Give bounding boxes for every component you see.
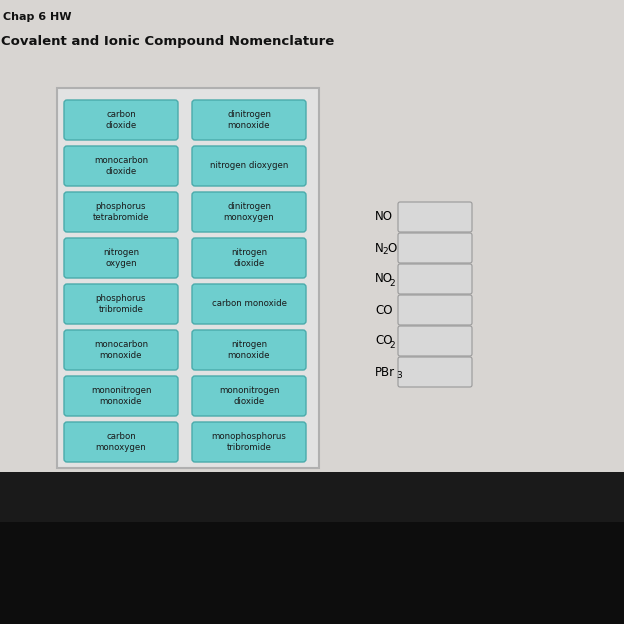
FancyBboxPatch shape — [192, 330, 306, 370]
Text: carbon
dioxide: carbon dioxide — [105, 110, 137, 130]
Text: Covalent and Ionic Compound Nomenclature: Covalent and Ionic Compound Nomenclature — [1, 35, 334, 48]
Text: carbon monoxide: carbon monoxide — [212, 300, 286, 308]
FancyBboxPatch shape — [64, 284, 178, 324]
Text: O: O — [388, 241, 396, 255]
Text: Chap 6 HW: Chap 6 HW — [3, 12, 72, 22]
FancyBboxPatch shape — [398, 202, 472, 232]
Text: 2: 2 — [382, 248, 388, 256]
FancyBboxPatch shape — [398, 357, 472, 387]
FancyBboxPatch shape — [0, 472, 624, 522]
FancyBboxPatch shape — [398, 326, 472, 356]
Text: CO: CO — [375, 334, 392, 348]
FancyBboxPatch shape — [64, 100, 178, 140]
Text: nitrogen
dioxide: nitrogen dioxide — [231, 248, 267, 268]
Text: monocarbon
monoxide: monocarbon monoxide — [94, 340, 148, 359]
Text: nitrogen
monoxide: nitrogen monoxide — [228, 340, 270, 359]
FancyBboxPatch shape — [192, 100, 306, 140]
FancyBboxPatch shape — [57, 88, 319, 468]
FancyBboxPatch shape — [192, 146, 306, 186]
FancyBboxPatch shape — [64, 238, 178, 278]
FancyBboxPatch shape — [64, 376, 178, 416]
Text: mononitrogen
dioxide: mononitrogen dioxide — [219, 386, 280, 406]
FancyBboxPatch shape — [398, 264, 472, 294]
Text: 2: 2 — [389, 341, 395, 349]
Text: phosphorus
tetrabromide: phosphorus tetrabromide — [93, 202, 149, 222]
Text: nitrogen dioxygen: nitrogen dioxygen — [210, 162, 288, 170]
FancyBboxPatch shape — [192, 238, 306, 278]
FancyBboxPatch shape — [64, 192, 178, 232]
FancyBboxPatch shape — [398, 295, 472, 325]
Text: 2: 2 — [389, 278, 395, 288]
FancyBboxPatch shape — [192, 376, 306, 416]
Text: NO: NO — [375, 273, 393, 286]
Text: CO: CO — [375, 303, 392, 316]
FancyBboxPatch shape — [0, 522, 624, 624]
Text: carbon
monoxygen: carbon monoxygen — [95, 432, 147, 452]
FancyBboxPatch shape — [64, 422, 178, 462]
Text: NO: NO — [375, 210, 393, 223]
Text: N: N — [375, 241, 384, 255]
FancyBboxPatch shape — [192, 284, 306, 324]
Text: dinitrogen
monoxygen: dinitrogen monoxygen — [223, 202, 275, 222]
Text: dinitrogen
monoxide: dinitrogen monoxide — [227, 110, 271, 130]
Text: nitrogen
oxygen: nitrogen oxygen — [103, 248, 139, 268]
Text: monocarbon
dioxide: monocarbon dioxide — [94, 156, 148, 176]
Text: phosphorus
tribromide: phosphorus tribromide — [95, 295, 146, 314]
Text: monophosphorus
tribromide: monophosphorus tribromide — [212, 432, 286, 452]
Text: 3: 3 — [397, 371, 402, 381]
FancyBboxPatch shape — [64, 146, 178, 186]
Text: mononitrogen
monoxide: mononitrogen monoxide — [90, 386, 151, 406]
Text: PBr: PBr — [375, 366, 395, 379]
FancyBboxPatch shape — [398, 233, 472, 263]
FancyBboxPatch shape — [192, 192, 306, 232]
FancyBboxPatch shape — [192, 422, 306, 462]
FancyBboxPatch shape — [64, 330, 178, 370]
